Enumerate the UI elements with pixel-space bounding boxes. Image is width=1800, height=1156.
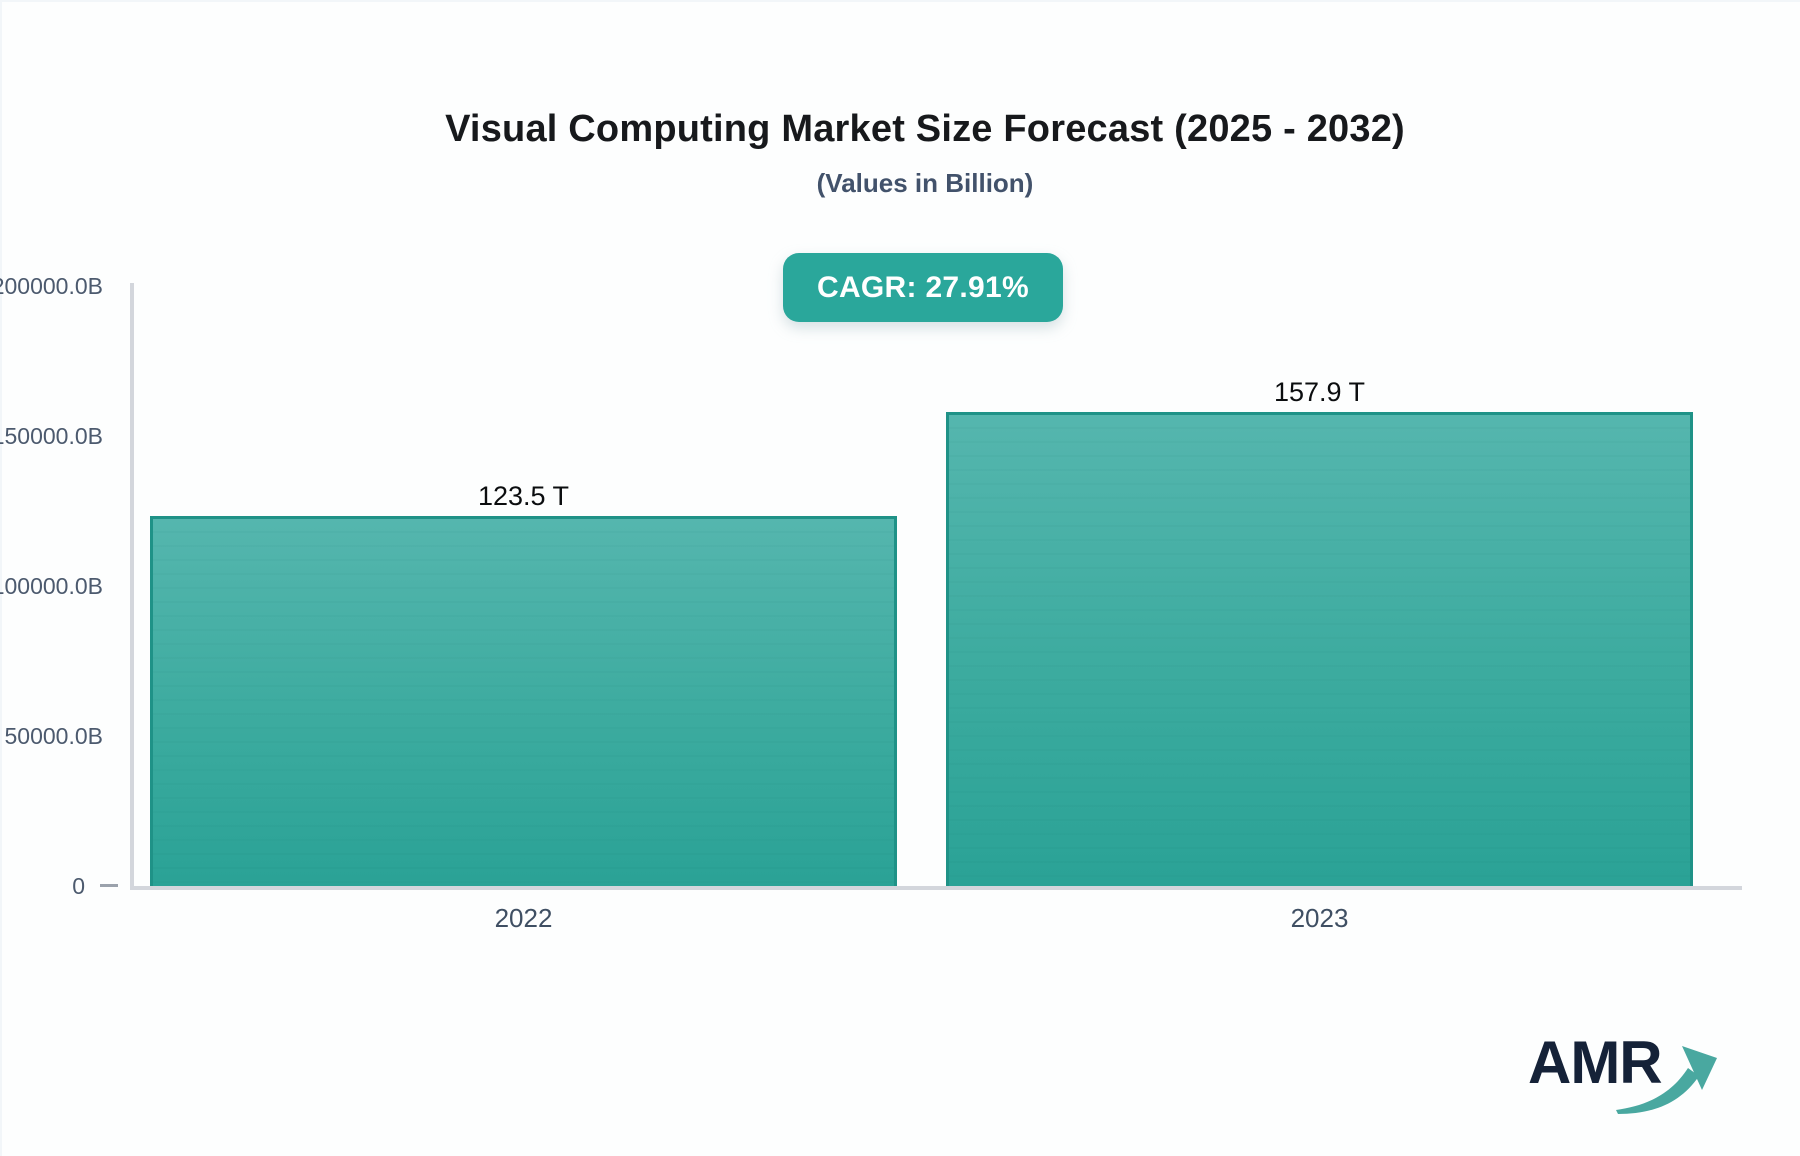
bar-value-label-2022: 123.5 T: [477, 480, 570, 511]
y-tick-label: 0: [72, 873, 85, 899]
y-tick-label: 50000.0B: [4, 723, 103, 749]
y-axis-line: [130, 283, 134, 890]
chart-subtitle: (Values in Billion): [816, 168, 1034, 198]
zero-tick-mark: [100, 884, 118, 887]
cagr-badge: CAGR: 27.91%: [783, 253, 1063, 322]
amr-logo-text: AMR: [1528, 1029, 1663, 1096]
chart-title: Visual Computing Market Size Forecast (2…: [445, 108, 1405, 150]
bar-2022[interactable]: [150, 515, 897, 886]
x-axis-line: [130, 886, 1742, 890]
x-tick-label-2022: 2022: [494, 903, 553, 933]
y-tick-label: 200000.0B: [0, 273, 103, 299]
x-tick-label-2023: 2023: [1290, 903, 1349, 933]
amr-logo: AMR: [1528, 1030, 1728, 1120]
y-tick-label: 100000.0B: [0, 573, 103, 599]
bar-2023[interactable]: [946, 412, 1693, 886]
bar-value-label-2023: 157.9 T: [1273, 377, 1366, 408]
growth-arrow-icon: [1616, 1046, 1717, 1114]
y-tick-label: 150000.0B: [0, 423, 103, 449]
